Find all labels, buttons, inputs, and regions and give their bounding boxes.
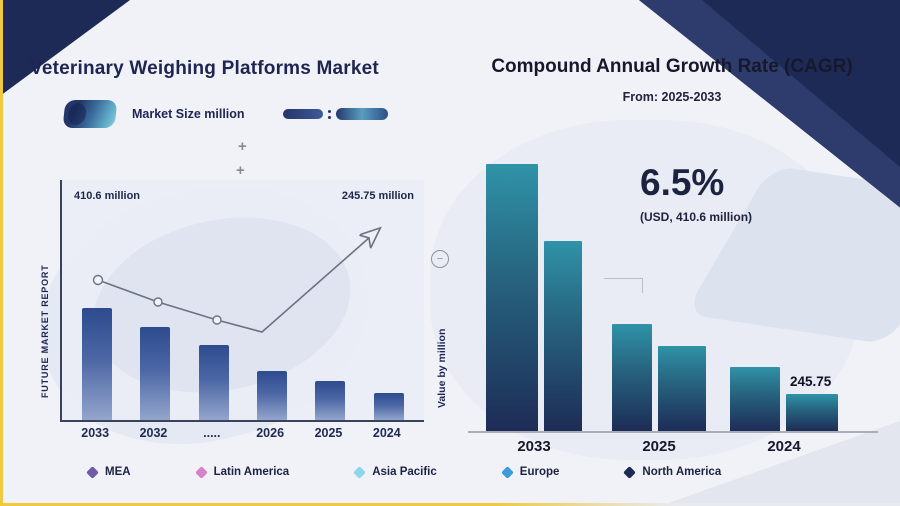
right-x-axis-labels: 2033 2025 2024 [470,438,878,455]
cagr-bar [786,394,838,431]
x-axis-label: 2024 [372,426,401,440]
x-axis-label: ..... [203,426,221,440]
end-value-label: 245.75 [790,374,832,389]
legend-label: North America [642,466,722,478]
top-left-triangle-decoration [0,0,130,96]
cagr-bars [470,160,878,431]
right-axis-label: Value by million [436,328,448,408]
market-size-legend: Market Size million [62,98,388,130]
x-axis-label: 2024 [767,438,801,455]
x-axis-label: 2026 [256,426,285,440]
x-axis-label: 2025 [642,438,676,455]
legend-pill-gradient [335,108,388,120]
legend-marker [500,465,514,479]
cagr-bar [486,164,538,431]
x-axis-label: 2033 [81,426,110,440]
market-size-chart: 410.6 million 245.75 million [60,180,424,422]
right-chart-baseline [468,431,878,433]
cagr-note: (USD, 410.6 million) [640,210,753,224]
x-axis-label: 2025 [314,426,343,440]
legend-marker [194,465,208,479]
legend-marker [86,465,99,479]
cagr-bar [658,346,706,431]
legend-item-asia-pacific: Asia Pacific [353,465,437,479]
legend-marker [353,465,367,479]
market-size-label: Market Size million [132,107,245,121]
region-legend: MEA Latin America Asia Pacific Europe North … [86,465,722,479]
legend-item-north-america: North America [623,465,722,479]
left-x-axis-labels: 2033 2032..... 2026 2025 2024 [60,426,422,440]
legend-item-latin-america: Latin America [194,465,290,479]
left-axis-label: FUTURE MARKET REPORT [40,264,50,399]
legend-label: MEA [105,466,131,478]
minus-circle-decoration: − [431,250,449,268]
plus-decoration: + [238,138,247,155]
legend-item-europe: Europe [500,465,560,479]
legend-marker [623,465,637,479]
legend-label: Latin America [213,466,290,478]
cagr-value: 6.5% [640,162,725,203]
x-axis-label: 2032 [139,426,168,440]
right-chart-title: Compound Annual Growth Rate (CAGR) [491,56,853,77]
cagr-bar-group-2033 [486,164,582,431]
right-chart-subtitle: From: 2025-2033 [622,90,722,104]
legend-label: Europe [519,466,560,478]
cagr-bar-group-2025 [612,324,706,431]
cagr-bar [730,367,780,431]
left-accent-strip [0,0,3,506]
corner-shape-decoration [660,421,900,506]
left-chart-title: Veterinary Weighing Platforms Market [30,58,379,79]
cagr-bar-group-2024 [730,367,838,431]
cagr-bar [544,241,582,431]
legend-pill-dots [327,109,331,119]
legend-label: Asia Pacific [372,466,437,478]
market-size-icon [62,100,118,128]
cagr-bar [612,324,652,431]
plus-decoration: + [236,162,245,179]
x-axis-label: 2033 [517,438,551,455]
trend-line-arrow [92,180,424,333]
legend-item-mea: MEA [86,465,131,479]
legend-pill-dark [282,109,323,119]
